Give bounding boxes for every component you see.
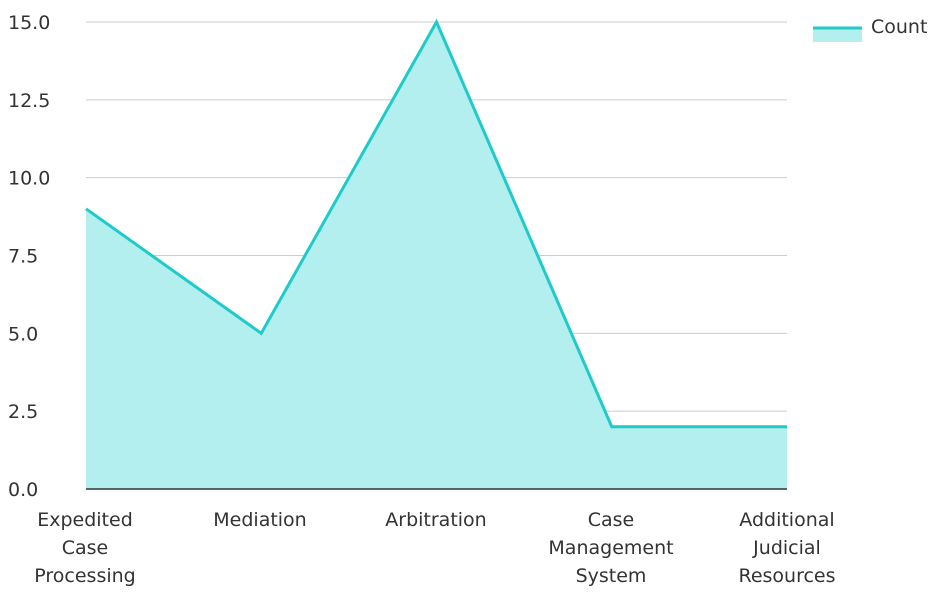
x-tick-label: Case Management System — [548, 509, 673, 587]
legend-label: Count — [871, 16, 927, 38]
x-tick-label: Additional Judicial Resources — [738, 509, 835, 587]
y-tick-label: 12.5 — [8, 90, 50, 112]
series-area-layer — [85, 18, 787, 489]
x-tick-label-line: System — [576, 565, 647, 587]
x-tick-label-line: Expedited — [37, 509, 133, 531]
series-area-fill — [86, 22, 787, 489]
x-tick-label: Mediation — [213, 509, 306, 531]
x-tick-label-line: Arbitration — [385, 509, 486, 531]
x-tick-label-line: Case — [588, 509, 635, 531]
x-tick-label-line: Mediation — [213, 509, 306, 531]
x-tick-label: Arbitration — [385, 509, 486, 531]
y-tick-label: 2.5 — [8, 401, 38, 423]
legend-swatch-fill — [813, 28, 862, 42]
y-tick-label: 5.0 — [8, 323, 38, 345]
series-line — [85, 18, 787, 429]
y-tick-label: 7.5 — [8, 246, 38, 268]
y-axis-tick-labels: 0.0 2.5 5.0 7.5 10.0 12.5 15.0 — [8, 12, 50, 501]
x-tick-label-line: Additional — [739, 509, 834, 531]
x-tick-label: Expedited Case Processing — [34, 509, 135, 587]
x-tick-label-line: Case — [62, 537, 109, 559]
y-tick-label: 0.0 — [8, 479, 38, 501]
y-tick-label: 15.0 — [8, 12, 50, 34]
x-tick-label-line: Judicial — [752, 537, 821, 559]
y-tick-label: 10.0 — [8, 168, 50, 190]
x-tick-label-line: Processing — [34, 565, 135, 587]
legend: Count — [813, 16, 927, 42]
x-tick-label-line: Resources — [738, 565, 835, 587]
x-tick-label-line: Management — [548, 537, 673, 559]
x-axis-tick-labels: Expedited Case Processing Mediation Arbitrat… — [34, 509, 835, 587]
